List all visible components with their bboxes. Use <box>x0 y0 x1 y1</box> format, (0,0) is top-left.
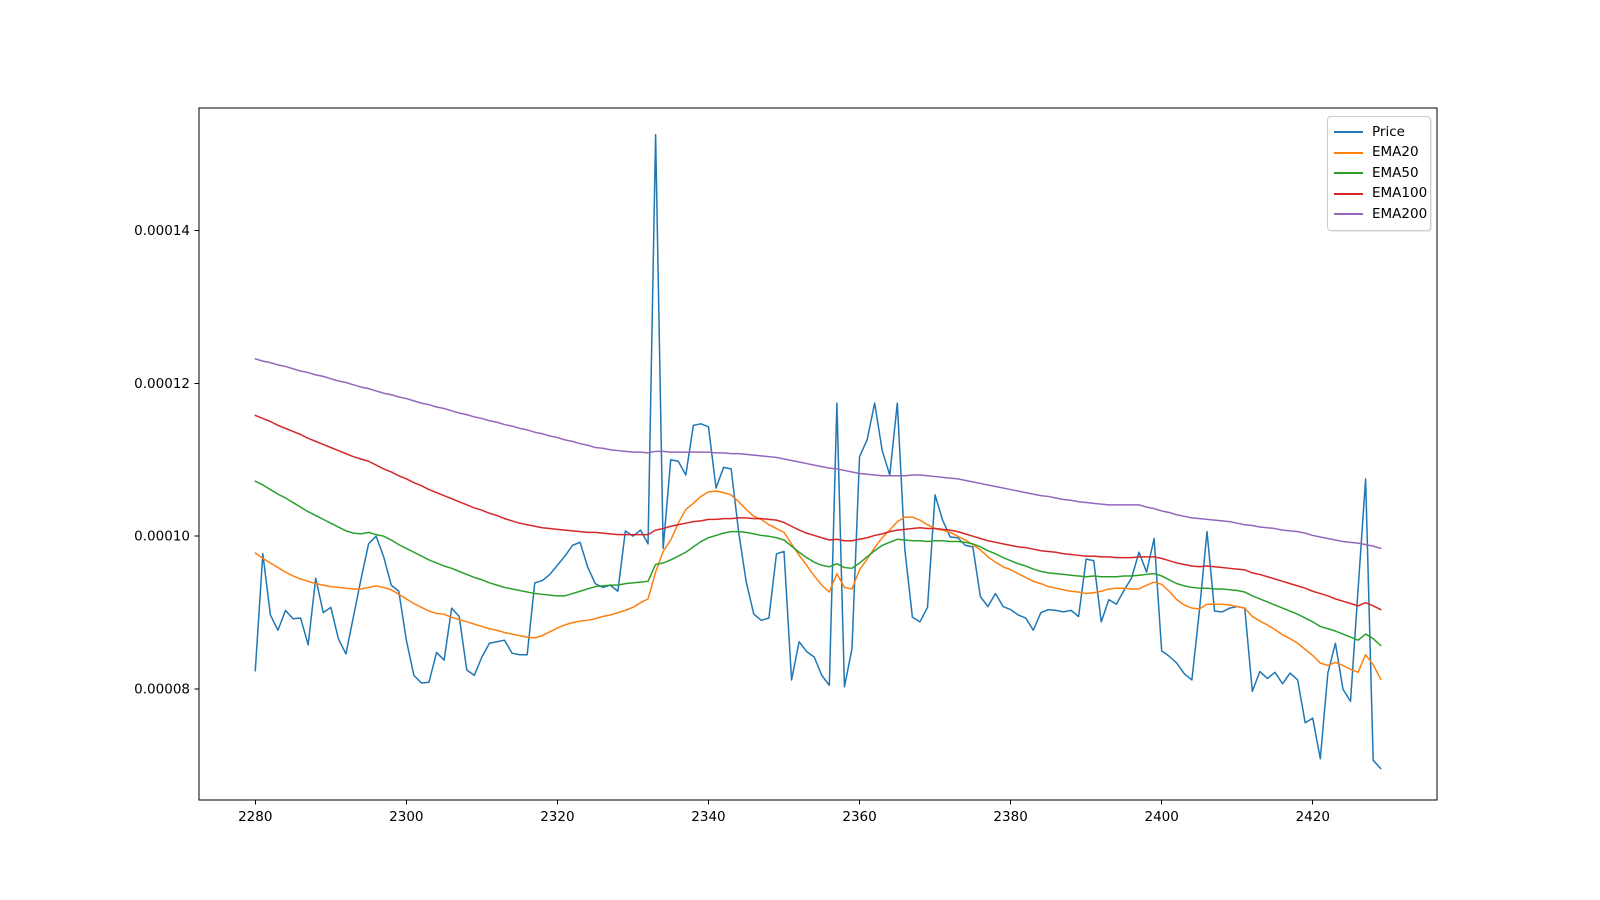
x-tick-label: 2320 <box>540 809 574 825</box>
y-tick-label: 0.00008 <box>134 682 190 698</box>
x-tick-label: 2340 <box>691 809 725 825</box>
legend-label: EMA50 <box>1372 164 1419 181</box>
legend-line-sample-ema50 <box>1334 172 1363 175</box>
x-tick-label: 2360 <box>842 809 876 825</box>
legend-entry-ema200: EMA200 <box>1334 204 1427 225</box>
x-tick-label: 2400 <box>1144 809 1178 825</box>
legend-line-sample-ema20 <box>1334 151 1363 154</box>
series-line-ema100 <box>254 414 1382 611</box>
y-axis: 0.00008 0.00010 0.00012 0.00014 <box>134 223 199 698</box>
y-tick-label: 0.00012 <box>134 376 190 392</box>
x-tick-label: 2420 <box>1296 809 1330 825</box>
x-tick-label: 2300 <box>389 809 423 825</box>
legend-line-sample-ema100 <box>1334 192 1363 195</box>
legend-entry-ema50: EMA50 <box>1334 163 1422 184</box>
series-line-ema200 <box>254 358 1382 550</box>
y-tick-label: 0.00014 <box>134 223 190 239</box>
legend-entry-ema20: EMA20 <box>1334 143 1422 164</box>
legend-label: EMA20 <box>1372 144 1419 160</box>
series-lines <box>254 134 1382 770</box>
legend-label: EMA200 <box>1372 205 1428 222</box>
series-line-price <box>254 134 1382 770</box>
x-tick-label: 2380 <box>993 809 1027 825</box>
legend-label: Price <box>1372 123 1405 140</box>
legend-line-sample-ema200 <box>1334 213 1363 216</box>
series-line-ema50 <box>254 480 1382 647</box>
x-tick-label: 2280 <box>238 809 272 825</box>
y-tick-label: 0.00010 <box>134 529 190 545</box>
legend-line-sample-price <box>1334 131 1363 134</box>
legend-label: EMA100 <box>1372 185 1428 201</box>
legend-entry-ema100: EMA100 <box>1334 184 1427 205</box>
x-axis: 2280 2300 2320 2340 2360 2380 2400 2420 <box>238 800 1330 825</box>
plot-border <box>198 107 1438 801</box>
series-line-ema20 <box>254 490 1382 680</box>
plot-area <box>198 107 1438 801</box>
legend: Price EMA20 EMA50 EMA100 EMA200 <box>1327 116 1431 231</box>
legend-entry-price: Price <box>1334 122 1422 143</box>
